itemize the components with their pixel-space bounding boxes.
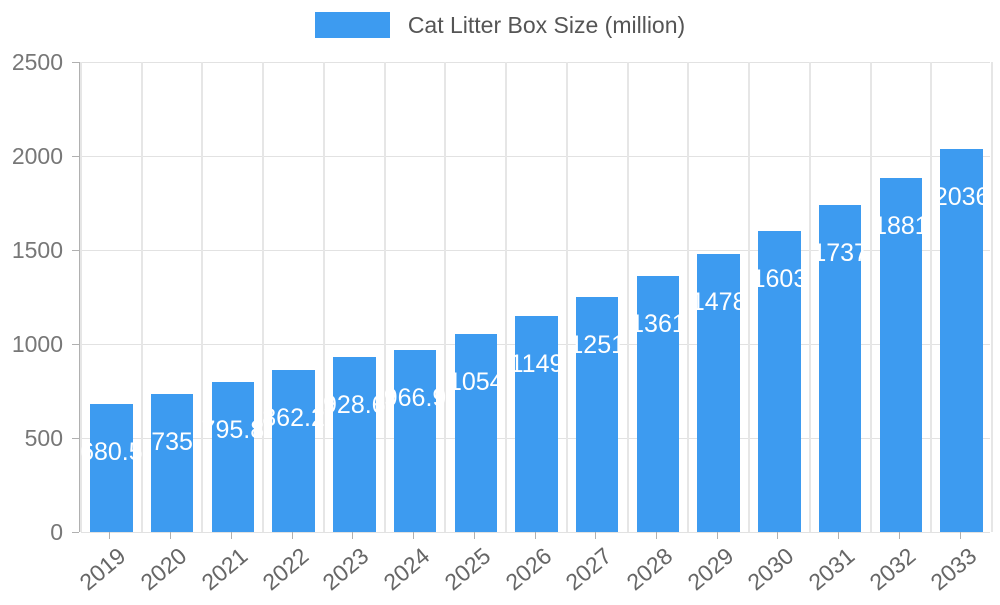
x-tick-mark [838, 532, 840, 539]
x-gridline [748, 62, 751, 532]
x-gridline [808, 62, 811, 532]
x-tick-mark [170, 532, 172, 539]
x-axis-tick-label-2027: 2027 [560, 542, 617, 596]
x-tick-mark [352, 532, 354, 539]
x-gridline [322, 62, 325, 532]
x-axis-tick-label-2024: 2024 [378, 542, 435, 596]
bar-2022[interactable] [272, 369, 315, 532]
x-gridline [262, 62, 265, 532]
y-axis-tick-label: 2000 [11, 143, 63, 169]
y-gridline [81, 531, 990, 533]
y-axis-tick-label: 500 [24, 425, 63, 451]
bar-2026[interactable] [515, 316, 558, 532]
x-tick-mark [230, 532, 232, 539]
x-axis-tick-label-2026: 2026 [500, 542, 556, 596]
bar-2029[interactable] [697, 254, 740, 532]
x-gridline [505, 62, 508, 532]
y-axis-tick-label: 0 [50, 519, 63, 545]
bar-2032[interactable] [879, 178, 923, 532]
x-axis-tick-label-2025: 2025 [439, 542, 496, 596]
x-axis-tick-label-2022: 2022 [257, 542, 313, 596]
x-axis-tick-label-2033: 2033 [925, 542, 982, 596]
x-axis-tick-label-2028: 2028 [621, 542, 678, 596]
x-tick-mark [959, 532, 961, 539]
x-gridline [930, 62, 933, 532]
y-tick-mark [72, 249, 79, 251]
bar-2023[interactable] [333, 357, 376, 532]
bar-2031[interactable] [818, 205, 862, 532]
bar-2019[interactable] [90, 404, 133, 532]
bar-2027[interactable] [575, 296, 619, 532]
x-gridline [383, 62, 386, 532]
bar-2030[interactable] [758, 230, 801, 532]
legend-color-swatch-icon [314, 12, 390, 38]
y-axis-tick-label: 1500 [11, 237, 63, 263]
legend-item-cat-litter-box-size[interactable]: Cat Litter Box Size (million) [314, 11, 686, 38]
y-axis-tick-label: 1000 [11, 331, 63, 357]
x-axis-tick-label-2029: 2029 [682, 542, 739, 596]
x-tick-mark [413, 532, 415, 539]
x-axis-tick-label-2031: 2031 [803, 542, 860, 596]
bar-2020[interactable] [150, 393, 194, 532]
x-tick-mark [109, 532, 111, 539]
x-tick-mark [595, 532, 597, 539]
legend-item-label: Cat Litter Box Size (million) [407, 11, 686, 38]
bar-2021[interactable] [211, 382, 255, 532]
x-axis-tick-label-2020: 2020 [135, 542, 192, 596]
x-tick-mark [291, 532, 293, 539]
y-tick-mark [72, 437, 79, 439]
x-gridline [80, 62, 82, 532]
y-tick-mark [72, 343, 79, 345]
x-axis-tick-label-2019: 2019 [74, 542, 131, 596]
y-tick-mark [72, 531, 79, 533]
x-axis-tick-label-2021: 2021 [196, 542, 253, 596]
y-gridline [81, 249, 990, 251]
x-tick-mark [655, 532, 657, 539]
y-gridline [81, 155, 990, 157]
x-axis-tick-label-2030: 2030 [742, 542, 799, 596]
x-tick-mark [534, 532, 536, 539]
x-gridline [626, 62, 629, 532]
x-gridline [687, 62, 690, 532]
bar-2028[interactable] [636, 276, 680, 532]
plot-area: 680.5 735 795.8 862.2 928.6 966.9 1054 1149 1251… [79, 61, 993, 533]
y-gridline [81, 61, 990, 63]
x-tick-mark [716, 532, 718, 539]
y-tick-mark [72, 61, 79, 63]
x-gridline [140, 62, 143, 532]
bar-2024[interactable] [393, 350, 437, 532]
x-gridline [565, 62, 568, 532]
x-tick-mark [473, 532, 475, 539]
bar-2033[interactable] [940, 149, 983, 532]
x-tick-mark [898, 532, 900, 539]
x-tick-mark [777, 532, 779, 539]
y-axis-tick-label: 2500 [11, 49, 63, 75]
x-gridline [991, 62, 993, 532]
x-gridline [869, 62, 872, 532]
y-tick-mark [72, 155, 79, 157]
x-gridline [444, 62, 447, 532]
x-gridline [201, 62, 204, 532]
chart-legend: Cat Litter Box Size (million) [0, 12, 1000, 38]
x-axis-tick-label-2023: 2023 [317, 542, 374, 596]
bar-2025[interactable] [454, 333, 497, 532]
x-axis-tick-label-2032: 2032 [864, 542, 921, 596]
